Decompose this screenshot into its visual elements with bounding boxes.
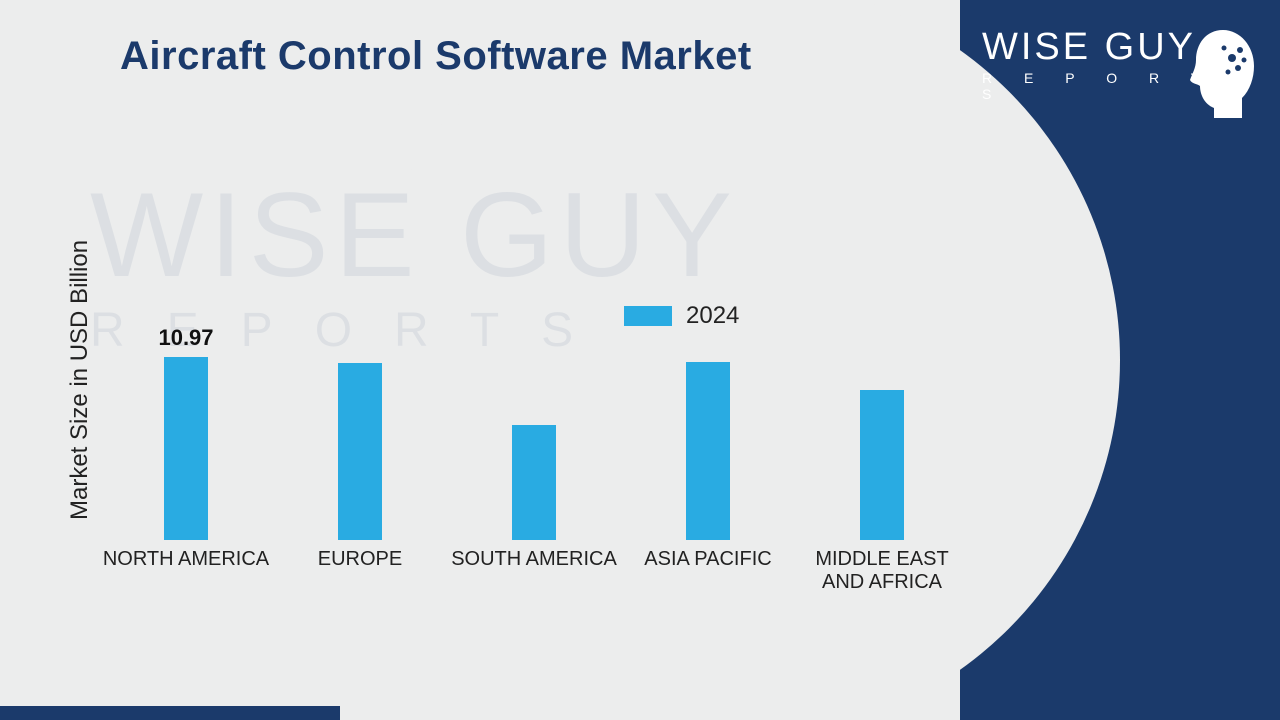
head-silhouette-icon xyxy=(1188,28,1258,118)
bar-value-label: 10.97 xyxy=(136,325,236,351)
category-label: EUROPE xyxy=(275,548,445,571)
bar xyxy=(164,357,208,540)
category-label: SOUTH AMERICA xyxy=(449,548,619,571)
bar xyxy=(686,362,730,540)
category-label: ASIA PACIFIC xyxy=(623,548,793,571)
y-axis-label: Market Size in USD Billion xyxy=(66,240,94,520)
plot-area: NORTH AMERICA10.97EUROPESOUTH AMERICAASI… xyxy=(110,140,980,540)
bar xyxy=(512,425,556,540)
bar xyxy=(338,363,382,540)
bar xyxy=(860,390,904,540)
brand-logo: WISE GUY R E P O R T S xyxy=(982,28,1252,102)
category-label: NORTH AMERICA xyxy=(101,548,271,571)
category-label: MIDDLE EAST AND AFRICA xyxy=(797,548,967,594)
chart-title: Aircraft Control Software Market xyxy=(120,34,752,79)
bottom-accent-strip xyxy=(0,706,340,720)
chart-canvas: Aircraft Control Software Market WISE GU… xyxy=(0,0,1280,720)
